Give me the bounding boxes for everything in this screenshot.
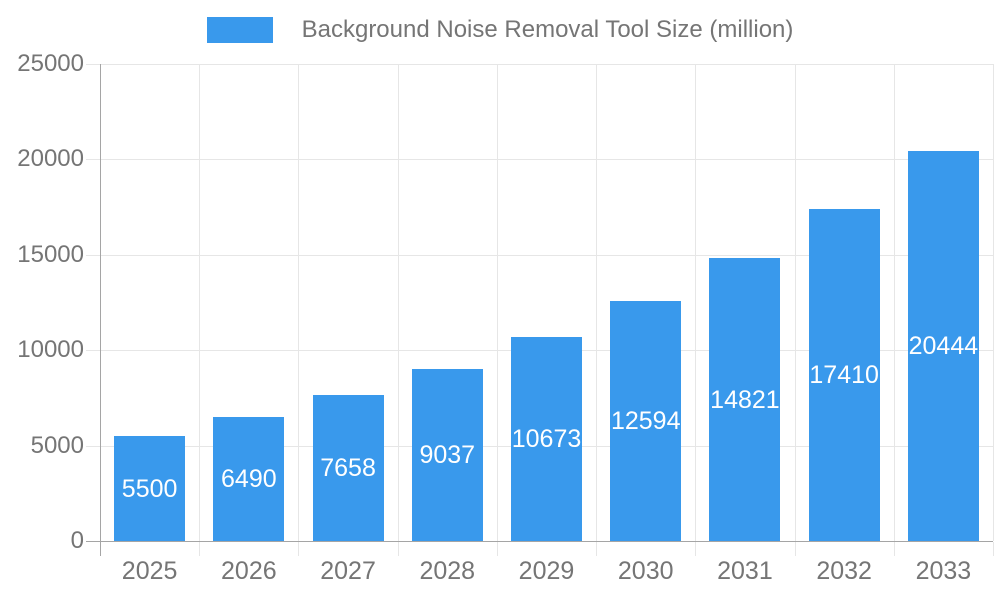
x-axis-label-2029: 2029 [518, 557, 575, 585]
x-tick-9 [993, 542, 994, 556]
x-axis-label-2026: 2026 [221, 557, 277, 585]
bar-2029: 10673 [511, 337, 582, 541]
x-axis-label-2033: 2033 [915, 557, 972, 585]
y-axis-label-25000: 25000 [17, 50, 84, 77]
bar-value-label-2031: 14821 [710, 385, 780, 414]
x-tick-2 [298, 542, 299, 556]
x-axis-label-2028: 2028 [419, 557, 476, 585]
y-axis-label-15000: 15000 [17, 240, 84, 268]
x-tick-7 [795, 542, 796, 556]
x-axis-label-2031: 2031 [717, 557, 773, 585]
x-tick-5 [596, 542, 597, 556]
bar-value-label-2030: 12594 [610, 406, 681, 435]
x-tick-3 [398, 542, 399, 556]
legend-label: Background Noise Removal Tool Size (mill… [301, 16, 794, 43]
legend-swatch [206, 17, 273, 43]
legend: Background Noise Removal Tool Size (mill… [0, 16, 1000, 44]
x-tick-8 [894, 542, 895, 556]
x-tick-6 [695, 542, 696, 556]
bar-2028: 9037 [411, 368, 483, 541]
bar-value-label-2026: 6490 [221, 465, 277, 494]
y-axis-label-10000: 10000 [17, 336, 84, 364]
x-axis-label-2027: 2027 [320, 557, 376, 585]
bar-value-label-2025: 5500 [121, 474, 178, 503]
y-tick-20000 [86, 159, 100, 161]
y-tick-10000 [86, 350, 100, 352]
x-axis-label-2025: 2025 [121, 557, 178, 585]
bar-2032: 17410 [808, 208, 880, 541]
gridline-x-8 [894, 64, 895, 541]
gridline-x-9 [993, 64, 994, 541]
plot-area: 5500 6490 7658 9037 10673 12594 14821 17410 2044… [100, 64, 994, 541]
gridline-x-7 [795, 64, 796, 541]
y-axis-label-20000: 20000 [17, 145, 84, 173]
gridline-x-3 [398, 64, 399, 541]
bar-value-label-2027: 7658 [320, 453, 376, 482]
x-axis-baseline [86, 541, 993, 542]
bar-value-label-2028: 9037 [419, 440, 476, 469]
gridline-x-4 [497, 64, 498, 541]
bar-value-label-2032: 17410 [809, 360, 879, 389]
y-axis-label-5000: 5000 [30, 431, 84, 459]
y-tick-25000 [86, 64, 100, 65]
gridline-y-15000 [100, 254, 993, 256]
gridline-x-6 [695, 64, 696, 541]
bar-2026: 6490 [213, 417, 285, 541]
y-axis-line [100, 64, 101, 556]
x-tick-4 [497, 542, 498, 556]
y-axis-label-0: 0 [70, 527, 84, 554]
bar-value-label-2029: 10673 [511, 425, 582, 454]
bar-2025: 5500 [114, 436, 186, 541]
gridline-x-2 [298, 64, 299, 541]
y-tick-15000 [86, 254, 100, 256]
x-axis-label-2032: 2032 [816, 557, 872, 585]
gridline-x-1 [199, 64, 200, 541]
gridline-y-25000 [100, 64, 993, 65]
x-axis-label-2030: 2030 [617, 557, 674, 585]
y-tick-5000 [86, 445, 100, 447]
bar-2027: 7658 [312, 394, 384, 541]
gridline-x-5 [596, 64, 597, 541]
bar-2033: 20444 [907, 150, 979, 541]
bar-2030: 12594 [610, 300, 682, 541]
bar-value-label-2033: 20444 [908, 331, 979, 360]
gridline-y-20000 [100, 159, 993, 161]
x-tick-1 [199, 542, 200, 556]
bar-2031: 14821 [709, 258, 781, 541]
